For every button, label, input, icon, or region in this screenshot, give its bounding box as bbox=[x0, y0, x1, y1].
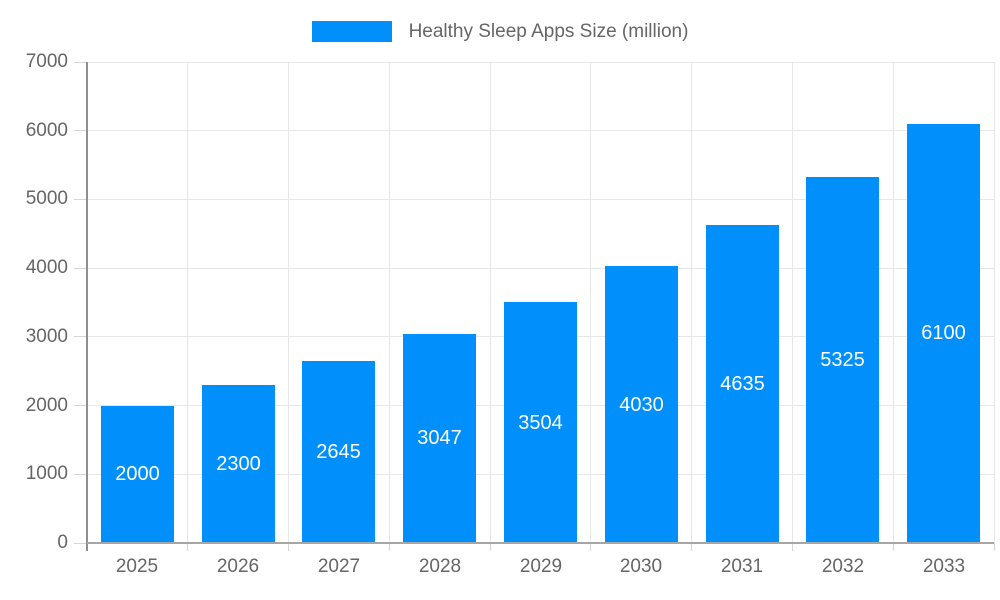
chart-legend[interactable]: Healthy Sleep Apps Size (million) bbox=[0, 17, 1000, 45]
x-gridline bbox=[791, 62, 793, 543]
x-gridline bbox=[187, 62, 189, 543]
x-axis-label: 2028 bbox=[418, 556, 462, 577]
x-gridline bbox=[288, 62, 290, 543]
x-axis-label: 2030 bbox=[619, 556, 663, 577]
x-axis-label: 2033 bbox=[922, 556, 966, 577]
y-axis-tick bbox=[74, 542, 87, 544]
y-axis-tick bbox=[74, 336, 87, 338]
bar bbox=[706, 224, 779, 542]
x-axis-label: 2025 bbox=[115, 556, 159, 577]
y-axis-tick bbox=[74, 61, 87, 63]
x-axis-tick bbox=[892, 543, 894, 551]
x-axis-tick bbox=[388, 543, 390, 551]
y-gridline bbox=[87, 198, 994, 200]
x-axis-tick bbox=[791, 543, 793, 551]
x-gridline bbox=[590, 62, 592, 543]
bar bbox=[403, 333, 476, 542]
bar-value-label: 5325 bbox=[820, 349, 865, 371]
x-axis-label: 2031 bbox=[720, 556, 764, 577]
legend-swatch bbox=[311, 20, 392, 42]
y-axis-line bbox=[86, 62, 88, 551]
bar bbox=[907, 123, 980, 542]
bar bbox=[202, 384, 275, 542]
legend-label: Healthy Sleep Apps Size (million) bbox=[408, 20, 689, 42]
bar bbox=[504, 302, 577, 542]
y-axis-tick bbox=[74, 473, 87, 475]
bar-value-label: 2000 bbox=[115, 463, 160, 485]
x-axis-tick bbox=[489, 543, 491, 551]
bar bbox=[302, 361, 375, 542]
x-axis-label: 2032 bbox=[821, 556, 865, 577]
x-gridline bbox=[489, 62, 491, 543]
x-gridline bbox=[993, 62, 995, 543]
x-axis-tick bbox=[187, 543, 189, 551]
bar-value-label: 2300 bbox=[216, 453, 261, 475]
x-axis-tick bbox=[993, 543, 995, 551]
x-gridline bbox=[892, 62, 894, 543]
y-axis-tick bbox=[74, 267, 87, 269]
x-axis-tick bbox=[288, 543, 290, 551]
x-axis-label: 2029 bbox=[519, 556, 563, 577]
y-axis-label: 5000 bbox=[25, 188, 68, 210]
bar-value-label: 4030 bbox=[619, 394, 664, 416]
y-gridline bbox=[87, 267, 994, 269]
x-gridline bbox=[388, 62, 390, 543]
y-axis-tick bbox=[74, 198, 87, 200]
y-axis-label: 6000 bbox=[25, 119, 68, 141]
bar bbox=[101, 405, 174, 542]
y-axis-label: 2000 bbox=[25, 394, 68, 416]
y-axis-tick bbox=[74, 130, 87, 132]
y-axis-label: 0 bbox=[57, 532, 68, 553]
y-axis-label: 3000 bbox=[25, 325, 68, 347]
bar-value-label: 4635 bbox=[720, 373, 765, 395]
bar-value-label: 3504 bbox=[518, 412, 563, 434]
x-axis-label: 2027 bbox=[317, 556, 361, 577]
y-axis-tick bbox=[74, 405, 87, 407]
bar-value-label: 2645 bbox=[316, 441, 361, 463]
bar bbox=[806, 177, 879, 542]
x-axis-tick bbox=[590, 543, 592, 551]
x-axis-tick bbox=[691, 543, 693, 551]
y-axis-label: 4000 bbox=[25, 257, 68, 279]
bar bbox=[605, 266, 678, 542]
bar-value-label: 3047 bbox=[417, 427, 462, 449]
bar-value-label: 6100 bbox=[921, 322, 966, 344]
y-gridline bbox=[87, 130, 994, 132]
y-gridline bbox=[87, 61, 994, 63]
y-axis-label: 7000 bbox=[25, 51, 68, 72]
y-axis-label: 1000 bbox=[25, 463, 68, 485]
x-axis-label: 2026 bbox=[216, 556, 260, 577]
x-axis-line bbox=[87, 542, 994, 544]
x-gridline bbox=[691, 62, 693, 543]
